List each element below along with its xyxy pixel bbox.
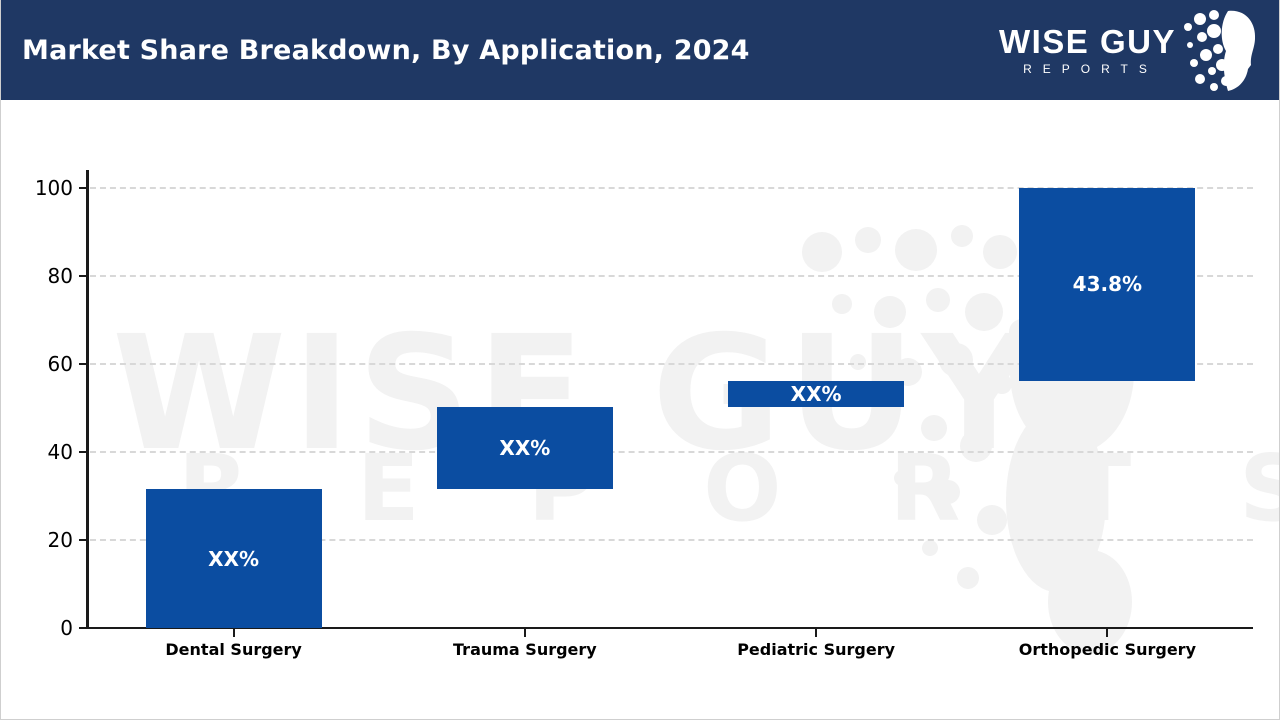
y-tick-mark	[79, 539, 87, 541]
y-tick-mark	[79, 275, 87, 277]
y-tick-mark	[79, 451, 87, 453]
bar-segment: XX%	[145, 489, 322, 628]
logo-wordmark: WISE GUY	[998, 22, 1176, 60]
x-category-label: Dental Surgery	[165, 640, 302, 659]
logo-text: WISE GUY REPORTS	[998, 22, 1176, 76]
logo-face-icon	[1184, 10, 1256, 92]
gridline	[90, 275, 1253, 277]
x-category-label: Orthopedic Surgery	[1018, 640, 1196, 659]
bar-value-label: XX%	[790, 381, 842, 406]
x-tick-mark	[232, 629, 235, 637]
x-tick-mark	[815, 629, 818, 637]
gridline	[90, 187, 1253, 189]
y-axis-spine	[86, 170, 89, 629]
header-bar: Market Share Breakdown, By Application, …	[0, 0, 1280, 100]
y-tick-label: 20	[47, 528, 73, 552]
x-tick-mark	[1106, 629, 1109, 637]
gridline	[90, 539, 1253, 541]
y-tick-label: 60	[47, 352, 73, 376]
logo-subtitle: REPORTS	[1023, 61, 1158, 76]
y-tick-label: 100	[34, 176, 73, 200]
y-tick-mark	[79, 627, 87, 629]
y-tick-mark	[79, 187, 87, 189]
bar-segment: XX%	[436, 406, 613, 490]
wise-guy-logo: WISE GUY REPORTS	[999, 7, 1258, 93]
y-tick-label: 40	[47, 440, 73, 464]
x-category-label: Pediatric Surgery	[737, 640, 896, 659]
x-category-label: Trauma Surgery	[453, 640, 597, 659]
x-tick-mark	[523, 629, 526, 637]
y-tick-label: 0	[60, 616, 73, 640]
x-axis-line	[86, 626, 1253, 629]
page-title: Market Share Breakdown, By Application, …	[22, 34, 750, 66]
bar-value-label: XX%	[499, 436, 551, 461]
bar-value-label: 43.8%	[1072, 272, 1143, 297]
y-tick-mark	[79, 363, 87, 365]
bar-segment: XX%	[728, 380, 905, 407]
bar-value-label: XX%	[208, 546, 260, 571]
gridline	[90, 363, 1253, 365]
y-tick-label: 80	[47, 264, 73, 288]
bar-segment: 43.8%	[1019, 188, 1196, 381]
gridline	[90, 451, 1253, 453]
